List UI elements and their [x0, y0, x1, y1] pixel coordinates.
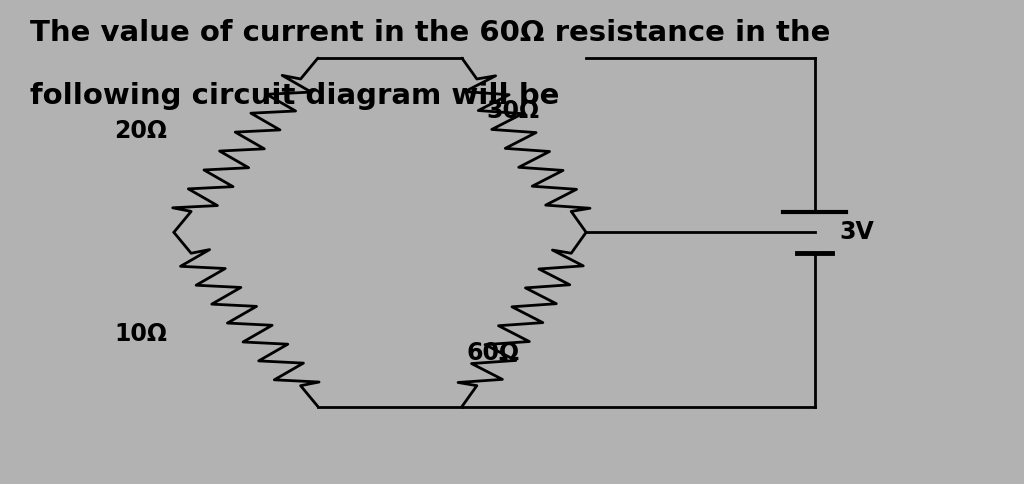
Text: The value of current in the 60Ω resistance in the: The value of current in the 60Ω resistan…: [30, 19, 830, 47]
Text: 10Ω: 10Ω: [115, 322, 167, 346]
Text: following circuit diagram will be: following circuit diagram will be: [30, 82, 559, 110]
Text: 60Ω: 60Ω: [467, 341, 520, 365]
Text: 20Ω: 20Ω: [115, 119, 167, 143]
Text: 3V: 3V: [840, 220, 874, 244]
Text: 30Ω: 30Ω: [486, 99, 540, 123]
